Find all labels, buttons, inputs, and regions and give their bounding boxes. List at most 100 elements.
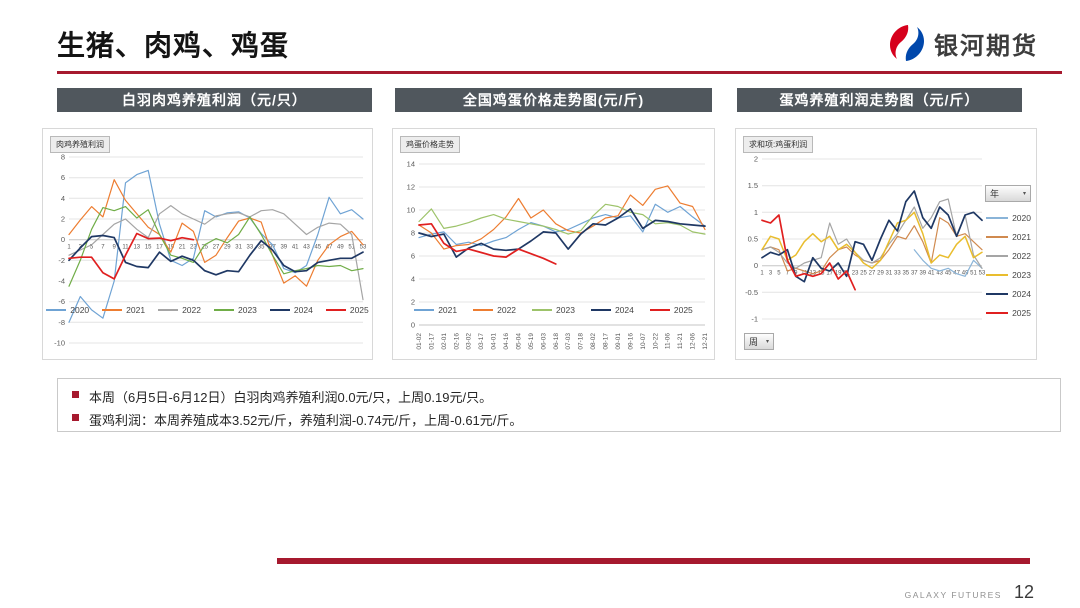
- svg-text:02-01: 02-01: [441, 333, 448, 350]
- egg-price-line-chart: 14 12 10 8 6 4 2 001-02 01-17 02-01 02-16 03-02 03-1…: [407, 160, 709, 350]
- chart-series-label: 求和项:鸡蛋利润: [743, 136, 814, 153]
- svg-text:17: 17: [826, 271, 833, 277]
- svg-text:-6: -6: [58, 297, 65, 306]
- legend-item: 2023: [986, 270, 1031, 280]
- legend-item: 2022: [158, 305, 201, 315]
- svg-text:6: 6: [411, 252, 415, 261]
- svg-text:10: 10: [407, 206, 415, 215]
- svg-text:51: 51: [348, 245, 355, 251]
- legend-label: 2025: [673, 305, 693, 315]
- svg-text:09-01: 09-01: [615, 333, 622, 350]
- page-title: 生猪、肉鸡、鸡蛋: [57, 30, 290, 61]
- legend-label: 2021: [438, 305, 458, 315]
- svg-text:15: 15: [145, 245, 152, 251]
- legend-item: 2025: [986, 308, 1031, 318]
- svg-text:51: 51: [970, 271, 977, 277]
- page-number: 12: [1013, 582, 1034, 602]
- week-filter-label: 周: [749, 337, 759, 347]
- svg-text:1: 1: [67, 245, 71, 251]
- svg-text:39: 39: [280, 245, 287, 251]
- legend-label: 2022: [1012, 251, 1031, 261]
- svg-text:2: 2: [61, 215, 65, 224]
- svg-text:41: 41: [928, 271, 935, 277]
- svg-text:33: 33: [247, 245, 254, 251]
- legend-label: 2024: [614, 305, 634, 315]
- svg-text:49: 49: [337, 245, 344, 251]
- svg-text:43: 43: [936, 271, 943, 277]
- legend-item: 2020: [986, 213, 1031, 223]
- svg-text:35: 35: [258, 245, 265, 251]
- svg-text:09-16: 09-16: [627, 333, 634, 350]
- svg-text:0.5: 0.5: [748, 235, 758, 244]
- svg-text:29: 29: [224, 245, 231, 251]
- legend-label: 2023: [556, 305, 575, 315]
- bullet-row: 本周（6月5日-6月12日）白羽肉鸡养殖利润0.0元/只，上周0.19元/只。: [72, 387, 1060, 410]
- title-underline: [57, 71, 1062, 74]
- svg-text:35: 35: [902, 271, 909, 277]
- svg-text:-8: -8: [58, 318, 65, 327]
- legend-label: 2021: [1012, 232, 1031, 242]
- svg-text:11: 11: [122, 245, 129, 251]
- week-filter-dropdown[interactable]: 周 ▾: [744, 333, 774, 350]
- svg-text:08-17: 08-17: [603, 333, 610, 350]
- chart-header-layer-profit: 蛋鸡养殖利润走势图（元/斤）: [737, 88, 1022, 112]
- svg-text:08-02: 08-02: [590, 333, 597, 350]
- svg-text:05-04: 05-04: [516, 333, 523, 350]
- svg-text:03-02: 03-02: [466, 333, 473, 350]
- year-filter-dropdown[interactable]: 年 ▾: [985, 185, 1031, 202]
- svg-text:29: 29: [877, 271, 884, 277]
- chart-legend: 2020 2021 2022 2023 2024 2025: [986, 213, 1031, 318]
- broiler-profit-line-chart: 8 6 4 2 0 -2 -4 -6 -8 -10 1 3 5 7 9 11 13 15 17 19 21 23 25 27 2…: [54, 153, 367, 348]
- footer-brand-text: GALAXY FUTURES: [904, 590, 1002, 600]
- svg-text:31: 31: [886, 271, 893, 277]
- svg-text:07-18: 07-18: [578, 333, 585, 350]
- legend-item: 2025: [649, 305, 693, 315]
- svg-text:04-01: 04-01: [491, 333, 498, 350]
- svg-text:-2: -2: [58, 256, 65, 265]
- svg-text:2: 2: [754, 155, 758, 164]
- chart-series-label: 肉鸡养殖利润: [50, 136, 110, 153]
- legend-item: 2023: [532, 305, 575, 315]
- bullet-square-icon: [72, 391, 79, 398]
- svg-text:3: 3: [769, 271, 773, 277]
- chart-header-broiler-profit: 白羽肉鸡养殖利润（元/只）: [57, 88, 372, 112]
- svg-text:02-16: 02-16: [453, 333, 460, 350]
- svg-text:7: 7: [101, 245, 105, 251]
- svg-text:11-06: 11-06: [665, 333, 672, 350]
- svg-text:06-03: 06-03: [540, 333, 547, 350]
- svg-text:45: 45: [945, 271, 952, 277]
- legend-swatch: [269, 309, 290, 311]
- svg-text:9: 9: [794, 271, 798, 277]
- chart-legend: 2020 2021 2022 2023 2024 2025: [43, 305, 372, 315]
- legend-item: 2021: [986, 232, 1031, 242]
- legend-label: 2022: [182, 305, 201, 315]
- svg-text:12-06: 12-06: [690, 333, 697, 350]
- brand-logo: 银河期货: [888, 24, 1038, 62]
- svg-text:1.5: 1.5: [748, 181, 758, 190]
- legend-swatch: [414, 309, 435, 311]
- svg-text:0: 0: [61, 235, 65, 244]
- svg-text:-1: -1: [751, 315, 758, 324]
- svg-text:10-22: 10-22: [652, 333, 659, 350]
- svg-text:41: 41: [292, 245, 299, 251]
- legend-label: 2022: [497, 305, 517, 315]
- svg-text:31: 31: [235, 245, 242, 251]
- svg-text:19: 19: [167, 245, 174, 251]
- svg-text:8: 8: [411, 229, 415, 238]
- footer-red-bar: [277, 558, 1030, 564]
- svg-text:7: 7: [786, 271, 790, 277]
- svg-text:53: 53: [979, 271, 986, 277]
- legend-swatch: [532, 309, 553, 311]
- legend-swatch: [214, 309, 234, 311]
- chevron-down-icon: ▾: [765, 339, 769, 345]
- bullet-square-icon: [72, 414, 79, 421]
- bullet-text-layer: 蛋鸡利润：本周养殖成本3.52元/斤，养殖利润-0.74元/斤，上周-0.61元…: [89, 413, 523, 428]
- svg-text:6: 6: [61, 173, 65, 182]
- svg-text:39: 39: [919, 271, 926, 277]
- svg-text:2: 2: [411, 298, 415, 307]
- svg-text:13: 13: [133, 245, 140, 251]
- bullet-text-broiler: 本周（6月5日-6月12日）白羽肉鸡养殖利润0.0元/只，上周0.19元/只。: [89, 390, 493, 405]
- legend-item: 2024: [986, 289, 1031, 299]
- svg-text:10-07: 10-07: [640, 333, 647, 350]
- legend-item: 2024: [269, 305, 313, 315]
